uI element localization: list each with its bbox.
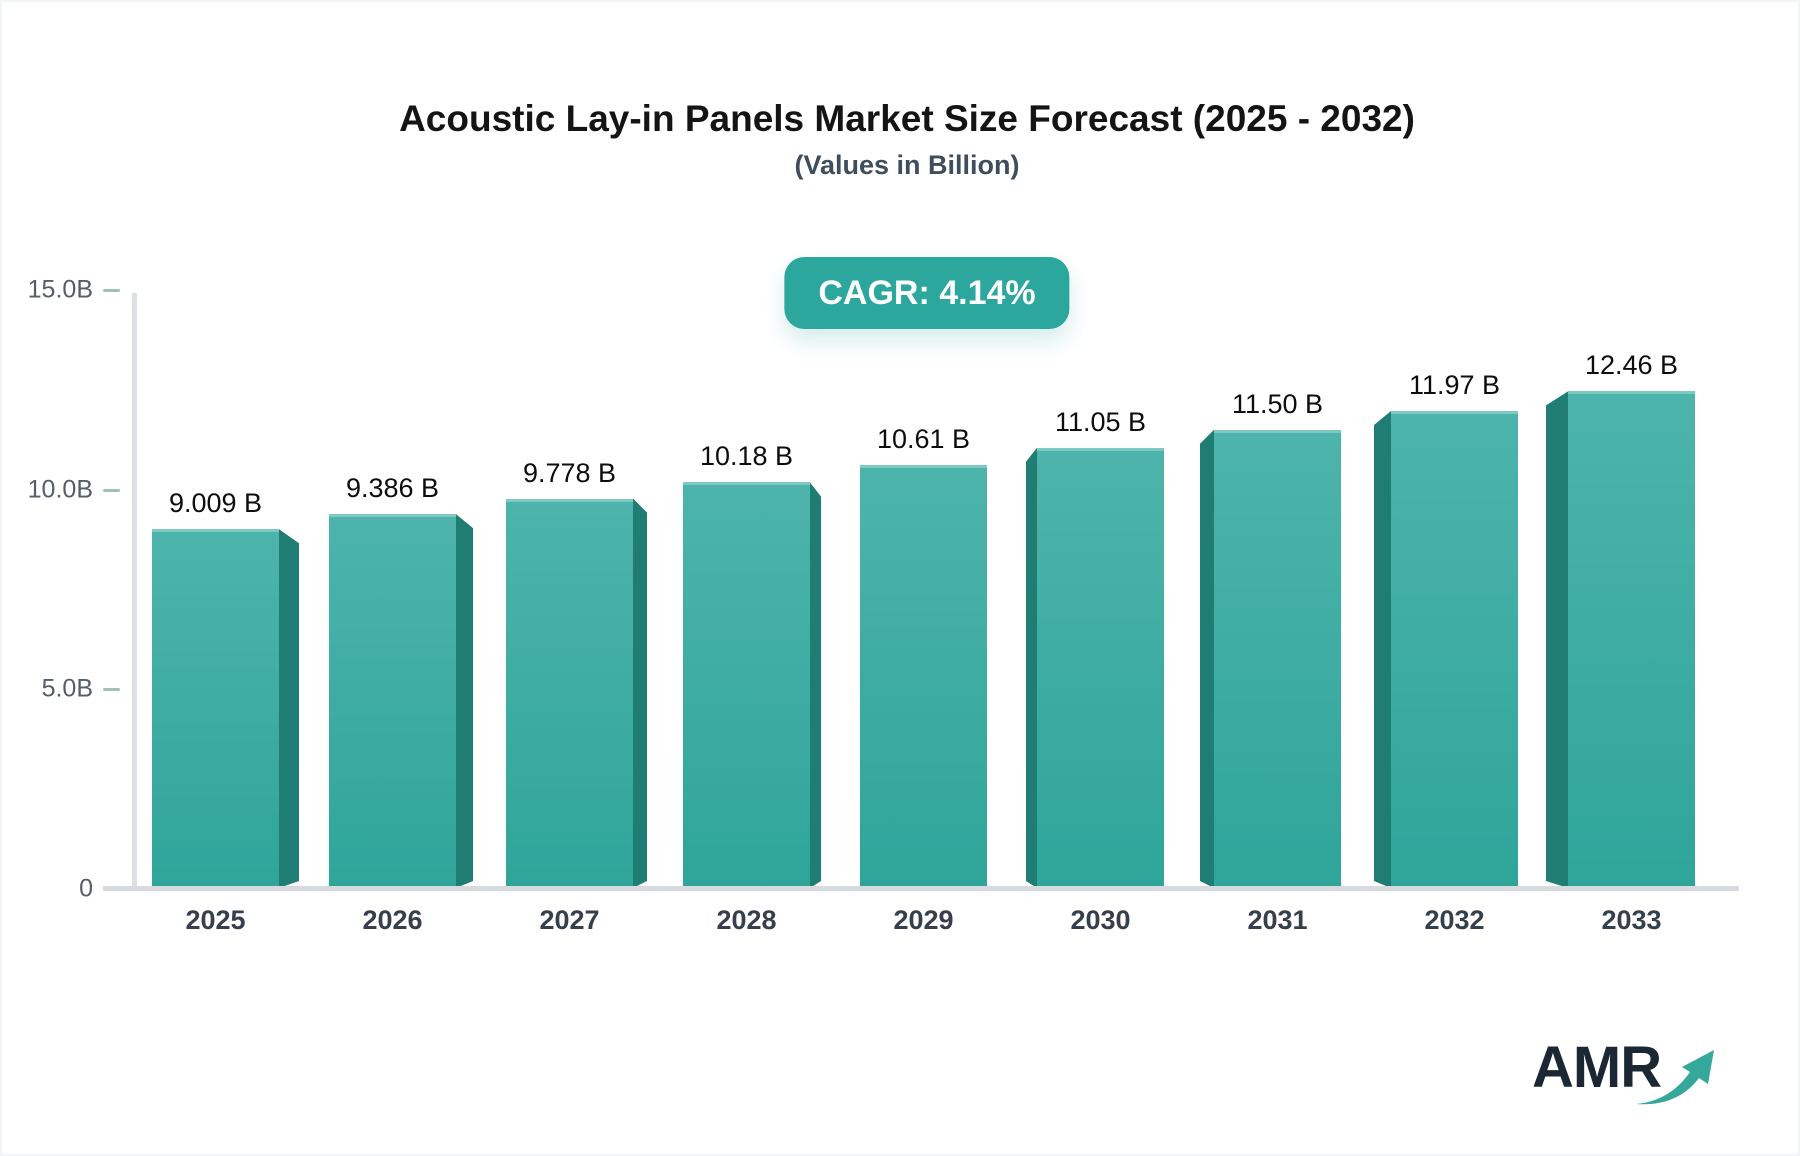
bar-side-2031 bbox=[1200, 430, 1214, 888]
bar-2032[interactable] bbox=[1391, 410, 1518, 888]
x-axis-label-2033: 2033 bbox=[1601, 905, 1662, 935]
y-tick-label: 15.0B bbox=[27, 275, 93, 304]
bar-value-label-2031: 11.50 B bbox=[1231, 388, 1324, 419]
bar-side-2030 bbox=[1026, 448, 1037, 888]
bar-2031[interactable] bbox=[1214, 429, 1341, 888]
bar-2026[interactable] bbox=[329, 514, 456, 888]
y-tick-label: 10.0B bbox=[27, 475, 93, 504]
bar-2027[interactable] bbox=[506, 498, 633, 888]
x-axis-label-2031: 2031 bbox=[1247, 905, 1308, 935]
bar-value-label-2028: 10.18 B bbox=[699, 441, 794, 472]
x-axis-line bbox=[103, 886, 1739, 891]
bar-value-label-2030: 11.05 B bbox=[1054, 406, 1147, 437]
growth-arrow-icon bbox=[1636, 1050, 1714, 1105]
x-axis-label-2032: 2032 bbox=[1424, 905, 1485, 935]
y-tick-mark bbox=[103, 688, 120, 692]
bar-value-label-2029: 10.61 B bbox=[876, 424, 971, 455]
bar-side-2025 bbox=[279, 529, 299, 888]
x-axis-label-2026: 2026 bbox=[362, 905, 423, 935]
bar-value-label-2027: 9.778 B bbox=[522, 457, 617, 488]
x-axis-label-2029: 2029 bbox=[893, 905, 954, 935]
y-tick-mark bbox=[103, 289, 120, 292]
bar-2033[interactable] bbox=[1568, 391, 1695, 888]
x-axis-label-2027: 2027 bbox=[539, 905, 600, 935]
bar-side-2027 bbox=[633, 499, 647, 888]
bar-side-2033 bbox=[1546, 391, 1568, 888]
chart-subtitle: (Values in Billion) bbox=[794, 150, 1020, 180]
bar-side-2032 bbox=[1374, 411, 1391, 888]
bar-side-2028 bbox=[810, 482, 821, 888]
cagr-badge: CAGR: 4.14% bbox=[784, 257, 1070, 329]
cagr-badge-label: CAGR: 4.14% bbox=[818, 273, 1036, 312]
y-tick-label: 5.0B bbox=[41, 674, 93, 703]
y-tick-label: 0 bbox=[79, 874, 93, 903]
bar-side-2026 bbox=[456, 514, 473, 888]
bar-2030[interactable] bbox=[1037, 447, 1164, 888]
x-axis-label-2025: 2025 bbox=[185, 905, 246, 935]
bar-value-label-2032: 11.97 B bbox=[1408, 369, 1501, 400]
bar-value-label-2033: 12.46 B bbox=[1584, 350, 1679, 381]
bar-2025[interactable] bbox=[152, 529, 279, 888]
x-axis-label-2028: 2028 bbox=[716, 905, 777, 935]
bar-2029[interactable] bbox=[860, 465, 987, 888]
amr-logo: AMR bbox=[1532, 1038, 1732, 1118]
bar-value-label-2025: 9.009 B bbox=[168, 488, 263, 519]
y-axis-line bbox=[132, 293, 137, 889]
chart-title: Acoustic Lay-in Panels Market Size Forec… bbox=[399, 98, 1415, 139]
x-axis-label-2030: 2030 bbox=[1070, 905, 1131, 935]
bar-2028[interactable] bbox=[683, 482, 810, 888]
y-tick-mark bbox=[103, 488, 120, 492]
bar-value-label-2026: 9.386 B bbox=[345, 473, 440, 504]
amr-logo-text: AMR bbox=[1532, 1035, 1662, 1100]
